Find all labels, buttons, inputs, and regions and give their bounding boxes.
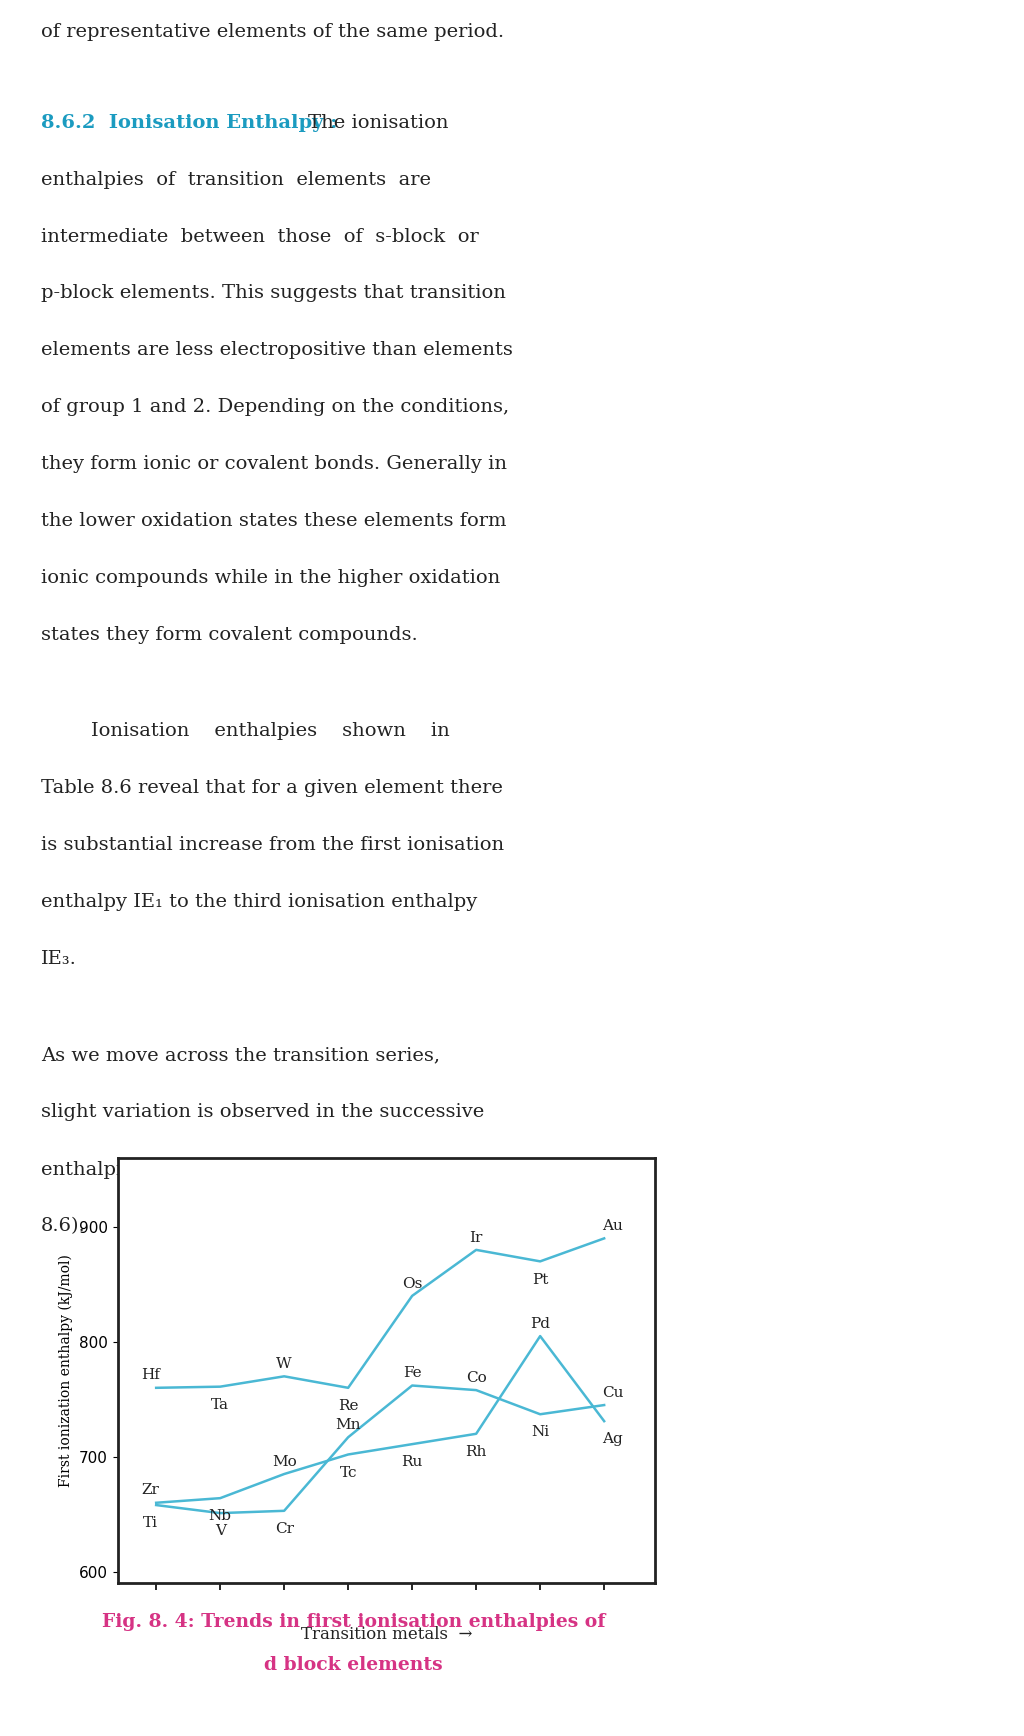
Text: W: W	[276, 1358, 292, 1371]
Text: is substantial increase from the first ionisation: is substantial increase from the first i…	[41, 837, 504, 854]
Text: Ti: Ti	[143, 1516, 158, 1531]
Text: ionic compounds while in the higher oxidation: ionic compounds while in the higher oxid…	[41, 569, 500, 587]
Text: Ru: Ru	[401, 1455, 423, 1469]
Text: IE₃.: IE₃.	[41, 950, 77, 969]
Text: Nb: Nb	[209, 1509, 231, 1524]
Text: the lower oxidation states these elements form: the lower oxidation states these element…	[41, 512, 507, 529]
Text: Pd: Pd	[530, 1316, 550, 1332]
Text: Fe: Fe	[402, 1366, 422, 1380]
Text: As we move across the transition series,: As we move across the transition series,	[41, 1047, 440, 1064]
Text: Zr: Zr	[141, 1484, 160, 1498]
Text: Fig. 8. 4: Trends in first ionisation enthalpies of: Fig. 8. 4: Trends in first ionisation en…	[101, 1613, 605, 1630]
Text: of representative elements of the same period.: of representative elements of the same p…	[41, 23, 504, 42]
Text: Ionisation    enthalpies    shown    in: Ionisation enthalpies shown in	[41, 722, 450, 740]
Text: slight variation is observed in the successive: slight variation is observed in the succ…	[41, 1104, 484, 1121]
Text: The ionisation: The ionisation	[308, 115, 449, 132]
Text: Ni: Ni	[531, 1425, 549, 1439]
Y-axis label: First ionization enthalpy (kJ/mol): First ionization enthalpy (kJ/mol)	[59, 1253, 74, 1488]
Text: 8.6).: 8.6).	[41, 1217, 86, 1234]
Text: Transition metals  →: Transition metals →	[301, 1625, 472, 1642]
Text: Ta: Ta	[211, 1397, 229, 1411]
Text: Ag: Ag	[602, 1432, 623, 1446]
Text: d block elements: d block elements	[264, 1656, 442, 1674]
Text: Pt: Pt	[532, 1272, 548, 1286]
Text: enthalpies  of  transition  elements  are: enthalpies of transition elements are	[41, 170, 431, 189]
Text: Cr: Cr	[274, 1522, 294, 1536]
Text: Hf: Hf	[141, 1368, 160, 1382]
Text: Tc: Tc	[339, 1465, 357, 1479]
Text: of group 1 and 2. Depending on the conditions,: of group 1 and 2. Depending on the condi…	[41, 398, 509, 417]
Text: elements are less electropositive than elements: elements are less electropositive than e…	[41, 342, 513, 359]
Text: Re: Re	[338, 1399, 358, 1413]
Text: Os: Os	[402, 1276, 422, 1290]
Text: Co: Co	[466, 1371, 486, 1385]
Text: Rh: Rh	[466, 1444, 486, 1458]
Text: 8.6.2  Ionisation Enthalpy :: 8.6.2 Ionisation Enthalpy :	[41, 115, 344, 132]
Text: Mo: Mo	[271, 1455, 297, 1469]
Text: Au: Au	[602, 1219, 623, 1233]
Text: Cu: Cu	[602, 1385, 624, 1399]
Text: Ir: Ir	[469, 1231, 483, 1245]
Text: enthalpy IE₁ to the third ionisation enthalpy: enthalpy IE₁ to the third ionisation ent…	[41, 892, 477, 911]
Text: V: V	[215, 1524, 225, 1538]
Text: Table 8.6 reveal that for a given element there: Table 8.6 reveal that for a given elemen…	[41, 779, 503, 797]
Text: states they form covalent compounds.: states they form covalent compounds.	[41, 625, 418, 644]
Text: enthalpies IE₁, IE₂, IE₃ of these elements (Table: enthalpies IE₁, IE₂, IE₃ of these elemen…	[41, 1160, 512, 1179]
Text: Mn: Mn	[336, 1418, 360, 1432]
Text: p-block elements. This suggests that transition: p-block elements. This suggests that tra…	[41, 285, 506, 302]
Text: intermediate  between  those  of  s-block  or: intermediate between those of s-block or	[41, 227, 478, 245]
Text: they form ionic or covalent bonds. Generally in: they form ionic or covalent bonds. Gener…	[41, 455, 507, 472]
